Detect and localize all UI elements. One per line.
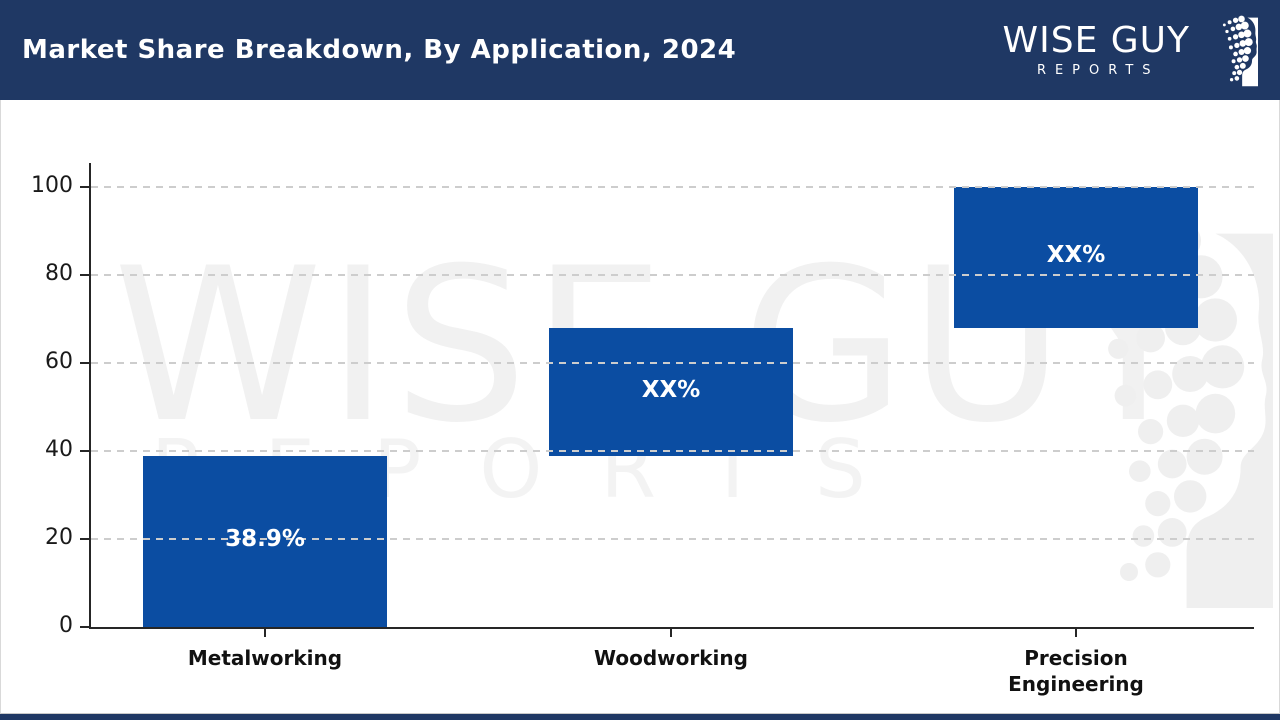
bar-value-label: 38.9%	[225, 526, 305, 553]
gridline	[91, 361, 1254, 364]
y-tick-label: 40	[45, 436, 73, 462]
chart-region: WISE GUY REPORTS 0 20 40 60 80 100 38.9% Metalw…	[0, 100, 1280, 714]
y-tick-label: 0	[59, 613, 73, 638]
y-tick-mark	[80, 537, 89, 541]
gridline	[91, 449, 1254, 452]
gridline	[91, 273, 1254, 276]
y-tick-mark	[80, 449, 89, 452]
footer-strip	[0, 714, 1280, 720]
y-tick-mark	[80, 273, 89, 276]
y-tick-mark	[80, 361, 89, 364]
x-category-label: Metalworking	[187, 646, 343, 670]
bar-value-label: XX%	[641, 376, 701, 403]
y-tick-mark	[80, 625, 89, 629]
y-tick-label: 20	[45, 524, 73, 550]
y-axis-line	[89, 163, 92, 629]
bar-value-label: XX%	[1046, 242, 1106, 269]
plot-area: 0 20 40 60 80 100 38.9% Metalworking XX% Woodwork…	[31, 163, 1254, 696]
y-tick-label: 60	[45, 348, 73, 374]
y-tick-label: 100	[31, 172, 73, 198]
logo-reports-text: REPORTS	[1036, 62, 1160, 78]
bar	[549, 327, 793, 456]
bar	[954, 186, 1198, 328]
bar	[143, 455, 387, 627]
x-category-label: Precision Engineering	[1008, 646, 1144, 696]
y-tick-label: 80	[45, 260, 73, 286]
logo-wiseguy-text: WISE GUY	[1002, 19, 1190, 61]
gridline	[91, 537, 1254, 540]
x-category-label: Woodworking	[594, 646, 748, 670]
x-tick-mark	[263, 629, 267, 637]
y-tick-mark	[80, 185, 89, 188]
header: Market Share Breakdown, By Application, …	[0, 0, 1280, 100]
page-title: Market Share Breakdown, By Application, …	[22, 35, 737, 65]
x-tick-mark	[1074, 629, 1078, 637]
wise-guy-logo: WISE GUY REPORTS	[1002, 12, 1258, 88]
x-tick-mark	[669, 629, 673, 637]
x-axis-line	[89, 627, 1254, 630]
logo-text: WISE GUY REPORTS	[1002, 19, 1191, 78]
gridline	[91, 185, 1254, 188]
face-profile-icon	[1222, 15, 1258, 87]
